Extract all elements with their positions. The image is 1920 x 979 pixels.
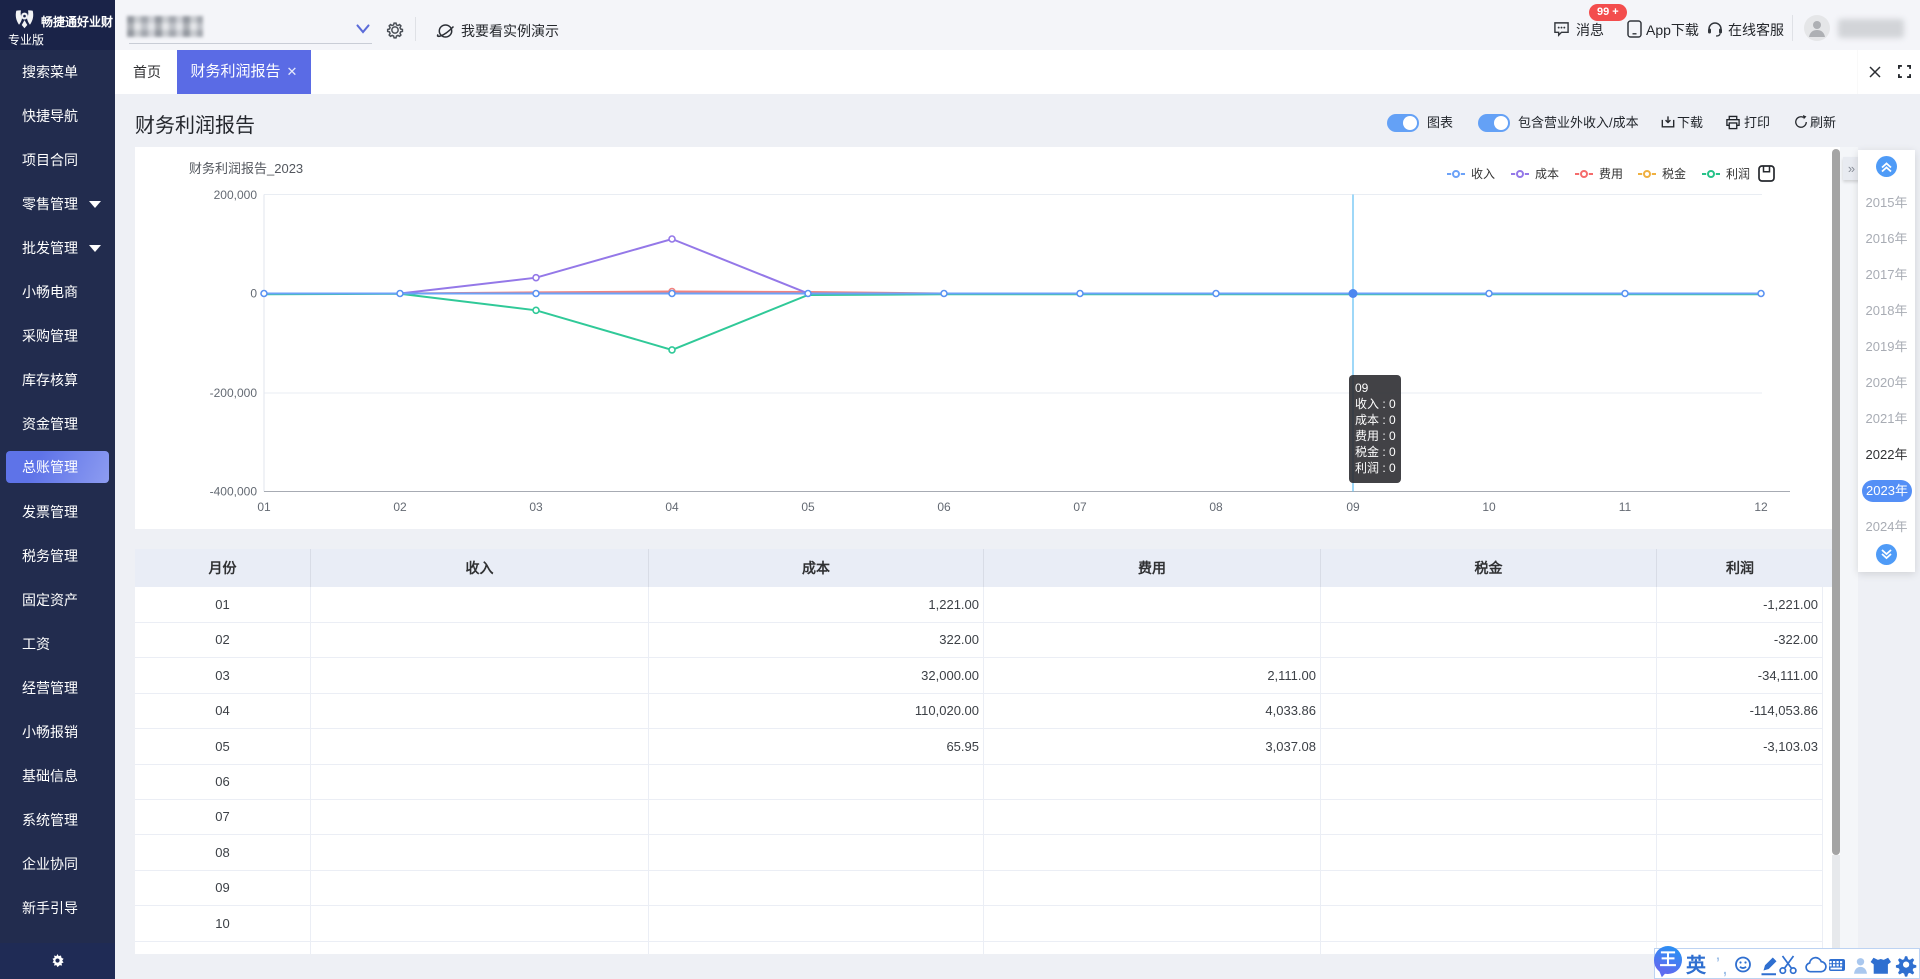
svg-text:200,000: 200,000 xyxy=(214,188,258,202)
svg-text:06: 06 xyxy=(937,500,951,514)
svg-text:-400,000: -400,000 xyxy=(210,485,258,499)
svg-text:03: 03 xyxy=(529,500,543,514)
svg-text:-200,000: -200,000 xyxy=(210,386,258,400)
svg-text:10: 10 xyxy=(1482,500,1496,514)
svg-text:12: 12 xyxy=(1754,500,1768,514)
svg-text:08: 08 xyxy=(1209,500,1223,514)
svg-text:01: 01 xyxy=(257,500,271,514)
svg-text:02: 02 xyxy=(393,500,407,514)
svg-text:04: 04 xyxy=(665,500,679,514)
svg-text:英: 英 xyxy=(1686,953,1707,977)
svg-text:’: ’ xyxy=(1716,954,1720,970)
svg-text:07: 07 xyxy=(1073,500,1087,514)
svg-text:,: , xyxy=(1723,961,1727,977)
svg-text:09: 09 xyxy=(1346,500,1360,514)
svg-text:0: 0 xyxy=(250,287,257,301)
svg-text:11: 11 xyxy=(1619,500,1632,514)
svg-text:05: 05 xyxy=(801,500,815,514)
